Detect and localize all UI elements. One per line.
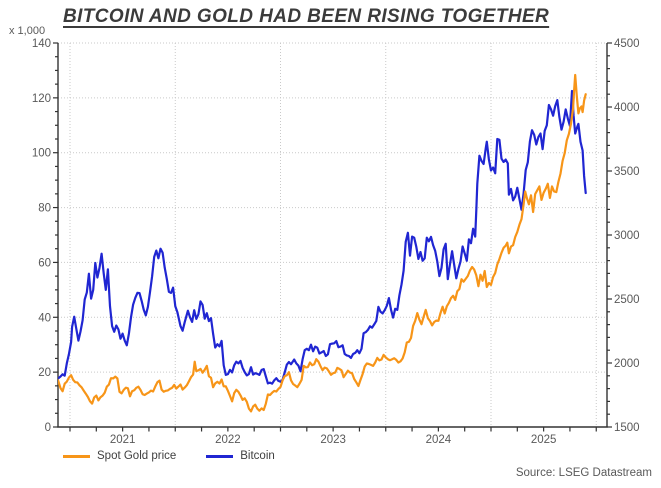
svg-text:2500: 2500 [614, 294, 640, 306]
svg-text:60: 60 [38, 257, 51, 269]
svg-text:3500: 3500 [614, 166, 640, 178]
svg-text:0: 0 [45, 422, 51, 434]
svg-text:1500: 1500 [614, 422, 640, 434]
legend-label-bitcoin: Bitcoin [240, 450, 275, 462]
svg-text:4000: 4000 [614, 102, 640, 114]
gridlines [58, 42, 607, 427]
svg-text:20: 20 [38, 367, 51, 379]
gold-line [58, 73, 587, 413]
legend-label-gold: Spot Gold price [97, 450, 177, 462]
svg-text:2000: 2000 [614, 358, 640, 370]
axes [53, 42, 612, 432]
left-axis-unit-label: x 1,000 [9, 25, 46, 37]
axis-tick-labels: 0 20 40 60 80 100 120 140 1500 2000 2500 3000 3500 40… [32, 38, 640, 446]
svg-text:3000: 3000 [614, 230, 640, 242]
svg-text:2025: 2025 [531, 434, 557, 446]
svg-text:40: 40 [38, 312, 51, 324]
svg-text:120: 120 [32, 93, 51, 105]
svg-text:80: 80 [38, 203, 51, 215]
svg-text:140: 140 [32, 38, 51, 50]
chart-title: BITCOIN AND GOLD HAD BEEN RISING TOGETHE… [63, 6, 550, 27]
svg-text:2022: 2022 [215, 434, 241, 446]
svg-text:4500: 4500 [614, 38, 640, 50]
svg-text:2021: 2021 [110, 434, 136, 446]
svg-text:2024: 2024 [426, 434, 452, 446]
bitcoin-line-swatch [206, 454, 234, 458]
gold-line-swatch [63, 454, 90, 458]
svg-text:100: 100 [32, 148, 51, 160]
bitcoin-line [58, 89, 587, 385]
source-label: Source: LSEG Datastream [515, 467, 652, 479]
legend: Spot Gold price Bitcoin [63, 450, 305, 462]
svg-text:2023: 2023 [320, 434, 346, 446]
